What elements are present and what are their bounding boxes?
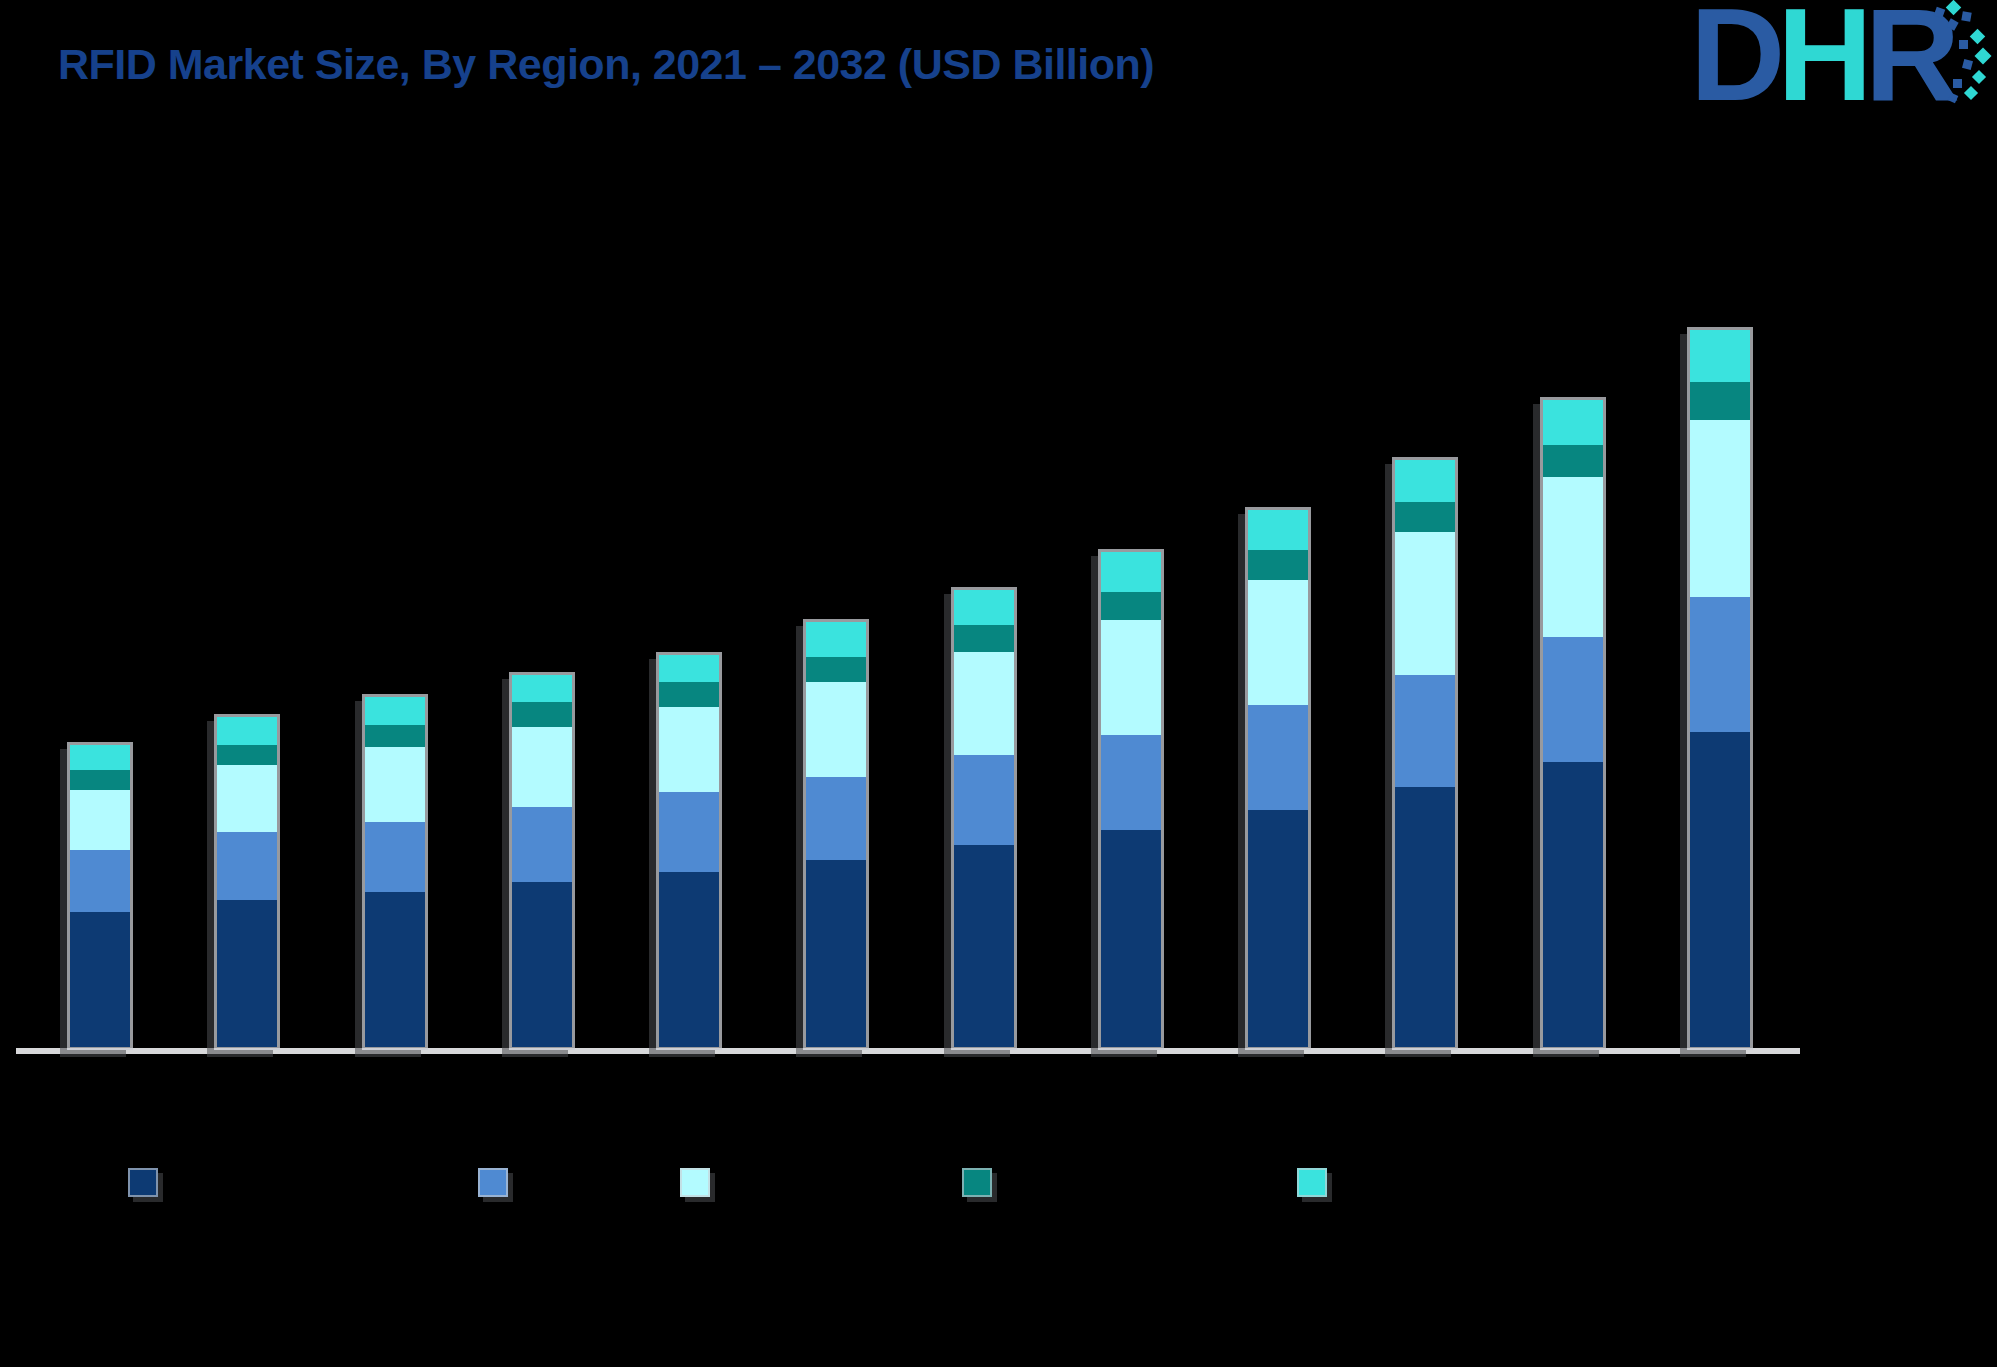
bar-2025-segment-4 bbox=[659, 682, 719, 707]
bar-2023-segment-5 bbox=[365, 697, 425, 725]
legend-swatch-5 bbox=[1297, 1168, 1327, 1197]
bar-2028-segment-5 bbox=[1101, 552, 1161, 592]
bar-2032-segment-4 bbox=[1690, 382, 1750, 420]
bar-2031-segment-4 bbox=[1543, 445, 1603, 478]
bar-2024 bbox=[509, 672, 575, 1051]
bar-2028 bbox=[1098, 549, 1164, 1050]
bar-2024-segment-2 bbox=[512, 807, 572, 882]
bar-2027 bbox=[951, 587, 1017, 1051]
bar-2023 bbox=[362, 694, 428, 1050]
bar-2031-segment-3 bbox=[1543, 477, 1603, 637]
bar-2023-segment-1 bbox=[365, 892, 425, 1047]
bar-2021-segment-5 bbox=[70, 745, 130, 770]
bar-2023-segment-2 bbox=[365, 822, 425, 892]
legend-swatch-4 bbox=[962, 1168, 992, 1197]
bar-2027-segment-1 bbox=[954, 845, 1014, 1048]
bar-2031-segment-1 bbox=[1543, 762, 1603, 1047]
bar-2029-segment-3 bbox=[1248, 580, 1308, 705]
legend-swatch-2 bbox=[478, 1168, 508, 1197]
legend-swatch-1 bbox=[128, 1168, 158, 1197]
legend-swatch-3 bbox=[680, 1168, 710, 1197]
bar-2023-segment-4 bbox=[365, 725, 425, 748]
bar-2026-segment-3 bbox=[806, 682, 866, 777]
bar-2030-segment-4 bbox=[1395, 502, 1455, 532]
bar-2024-segment-4 bbox=[512, 702, 572, 727]
logo-letter-R: R bbox=[1865, 0, 1952, 128]
chart-canvas: RFID Market Size, By Region, 2021 – 2032… bbox=[0, 0, 1997, 1367]
logo-letter-H: H bbox=[1777, 0, 1864, 128]
bar-2031-segment-5 bbox=[1543, 400, 1603, 445]
bar-2028-segment-2 bbox=[1101, 735, 1161, 830]
bar-2022-segment-4 bbox=[217, 745, 277, 765]
bar-2027-segment-5 bbox=[954, 590, 1014, 625]
bar-2021-segment-1 bbox=[70, 912, 130, 1047]
bar-2032-segment-1 bbox=[1690, 732, 1750, 1047]
bar-2026-segment-2 bbox=[806, 777, 866, 860]
bar-2027-segment-3 bbox=[954, 652, 1014, 755]
bar-2022-segment-2 bbox=[217, 832, 277, 900]
bar-2030-segment-2 bbox=[1395, 675, 1455, 788]
bar-2029-segment-2 bbox=[1248, 705, 1308, 810]
bar-2023-segment-3 bbox=[365, 747, 425, 822]
bar-2028-segment-3 bbox=[1101, 620, 1161, 735]
bar-2025 bbox=[656, 652, 722, 1051]
bar-2029-segment-5 bbox=[1248, 510, 1308, 550]
bar-2021-segment-2 bbox=[70, 850, 130, 913]
bar-2021-segment-3 bbox=[70, 790, 130, 850]
bar-2025-segment-3 bbox=[659, 707, 719, 792]
bar-2024-segment-5 bbox=[512, 675, 572, 703]
bar-2032 bbox=[1687, 327, 1753, 1051]
bar-2032-segment-5 bbox=[1690, 330, 1750, 383]
bar-2022-segment-3 bbox=[217, 765, 277, 833]
bar-2029-segment-4 bbox=[1248, 550, 1308, 580]
bar-2031 bbox=[1540, 397, 1606, 1051]
bar-2026-segment-4 bbox=[806, 657, 866, 682]
bar-2028-segment-1 bbox=[1101, 830, 1161, 1048]
bar-2030 bbox=[1392, 457, 1458, 1051]
bar-2022-segment-1 bbox=[217, 900, 277, 1048]
bar-2030-segment-1 bbox=[1395, 787, 1455, 1047]
bar-2032-segment-2 bbox=[1690, 597, 1750, 732]
bar-2026-segment-1 bbox=[806, 860, 866, 1048]
bar-2028-segment-4 bbox=[1101, 592, 1161, 620]
bar-2029 bbox=[1245, 507, 1311, 1051]
bar-2021 bbox=[67, 742, 133, 1051]
bar-2024-segment-1 bbox=[512, 882, 572, 1047]
bar-2027-segment-4 bbox=[954, 625, 1014, 653]
bar-2026-segment-5 bbox=[806, 622, 866, 657]
bar-2022 bbox=[214, 714, 280, 1050]
bar-2030-segment-5 bbox=[1395, 460, 1455, 503]
bar-2029-segment-1 bbox=[1248, 810, 1308, 1048]
bar-2025-segment-1 bbox=[659, 872, 719, 1047]
bar-2027-segment-2 bbox=[954, 755, 1014, 845]
bar-2025-segment-5 bbox=[659, 655, 719, 683]
bar-2021-segment-4 bbox=[70, 770, 130, 790]
bar-2026 bbox=[803, 619, 869, 1050]
stacked-bars-area bbox=[67, 0, 1753, 1050]
bar-2025-segment-2 bbox=[659, 792, 719, 872]
bar-2031-segment-2 bbox=[1543, 637, 1603, 762]
bar-2030-segment-3 bbox=[1395, 532, 1455, 675]
bar-2032-segment-3 bbox=[1690, 420, 1750, 598]
bar-2024-segment-3 bbox=[512, 727, 572, 807]
bar-2022-segment-5 bbox=[217, 717, 277, 745]
